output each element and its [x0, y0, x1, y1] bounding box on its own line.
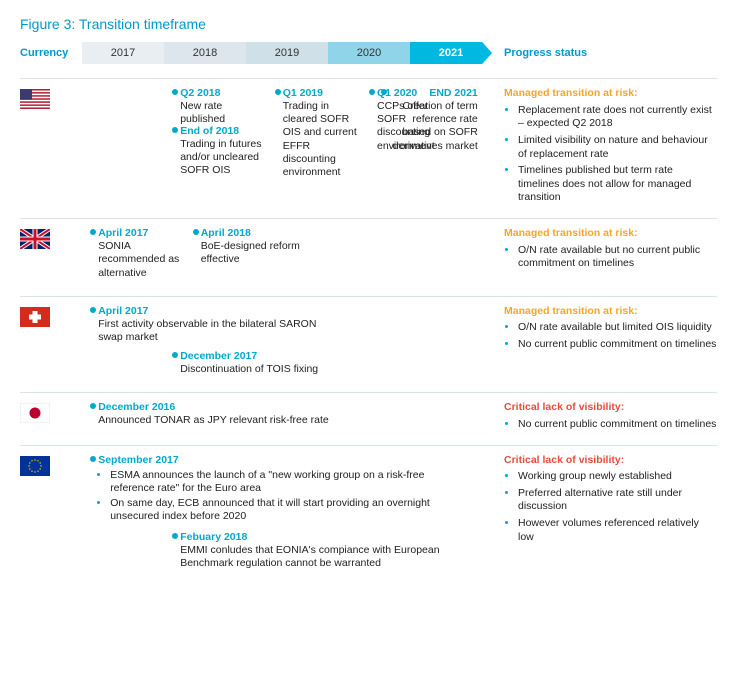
- year-2017: 2017: [82, 42, 164, 64]
- year-2018: 2018: [164, 42, 246, 64]
- event: END 2021Creation of term reference rate …: [381, 87, 484, 185]
- timeline-ch: April 2017First activity observable in t…: [82, 305, 492, 383]
- timeline-uk: April 2017SONIA recommended as alternati…: [82, 227, 492, 286]
- status-bullet: O/N rate available but no current public…: [518, 244, 717, 271]
- event: April 2017First activity observable in t…: [90, 305, 336, 350]
- status-uk: Managed transition at risk: O/N rate avai…: [504, 227, 717, 286]
- figure-title: Figure 3: Transition timeframe: [20, 16, 717, 32]
- flag-eu: [20, 454, 82, 577]
- year-2020: 2020: [328, 42, 410, 64]
- event-desc: SONIA recommended as alternative: [98, 240, 187, 279]
- status-bullet: No current public commitment on timeline…: [518, 338, 717, 352]
- event: End of 2018Trading in futures and/or unc…: [172, 125, 287, 185]
- status-bullet: However volumes referenced relatively lo…: [518, 517, 717, 544]
- status-bullet: Limited visibility on nature and behavio…: [518, 134, 717, 161]
- status-bullets: O/N rate available but no current public…: [504, 244, 717, 271]
- status-heading: Critical lack of visibility:: [504, 454, 717, 468]
- event-date: April 2017: [98, 227, 187, 240]
- event-date: September 2017: [98, 454, 461, 467]
- event-bullet: ESMA announces the launch of a "new work…: [110, 469, 461, 495]
- status-ch: Managed transition at risk: O/N rate avai…: [504, 305, 717, 383]
- status-bullets: No current public commitment on timeline…: [504, 418, 717, 432]
- status-heading: Critical lack of visibility:: [504, 401, 717, 415]
- status-eu: Critical lack of visibility: Working grou…: [504, 454, 717, 577]
- header-progress-label: Progress status: [504, 42, 587, 64]
- event-desc: First activity observable in the bilater…: [98, 318, 330, 344]
- event-date: April 2018: [201, 227, 310, 240]
- event-date: Q2 2018: [180, 87, 269, 100]
- event-date: Q1 2019: [283, 87, 363, 100]
- year-2021: 2021: [410, 42, 492, 64]
- event-desc: EMMI conludes that EONIA's compiance wit…: [180, 544, 461, 570]
- event-desc: Announced TONAR as JPY relevant risk-fre…: [98, 414, 330, 427]
- timeline-eu: September 2017 ESMA announces the launch …: [82, 454, 492, 577]
- timeline-us: Q2 2018New rate publishedQ1 2019Trading …: [82, 87, 492, 208]
- status-heading: Managed transition at risk:: [504, 227, 717, 241]
- row-uk: April 2017SONIA recommended as alternati…: [20, 218, 717, 296]
- flag-jp: [20, 401, 82, 434]
- header-years: 20172018201920202021: [82, 42, 492, 64]
- event-bullet: On same day, ECB announced that it will …: [110, 497, 461, 523]
- year-2019: 2019: [246, 42, 328, 64]
- status-bullets: Replacement rate does not currently exis…: [504, 104, 717, 205]
- event: December 2016Announced TONAR as JPY rele…: [90, 401, 336, 433]
- status-bullet: No current public commitment on timeline…: [518, 418, 717, 432]
- event-date: End of 2018: [180, 125, 281, 138]
- event-desc: Trading in futures and/or uncleared SOFR…: [180, 138, 281, 177]
- flag-us: [20, 87, 82, 208]
- status-bullets: Working group newly established Preferred…: [504, 470, 717, 544]
- status-bullet: Preferred alternative rate still under d…: [518, 487, 717, 514]
- event-date: December 2016: [98, 401, 330, 414]
- status-heading: Managed transition at risk:: [504, 87, 717, 101]
- row-ch: April 2017First activity observable in t…: [20, 296, 717, 393]
- event: Febuary 2018EMMI conludes that EONIA's c…: [172, 531, 467, 576]
- row-jp: December 2016Announced TONAR as JPY rele…: [20, 392, 717, 444]
- status-bullet: Replacement rate does not currently exis…: [518, 104, 717, 131]
- event: April 2018BoE-designed reform effective: [193, 227, 316, 286]
- event: Q1 2019Trading in cleared SOFR OIS and c…: [275, 87, 369, 185]
- flag-uk: [20, 227, 82, 286]
- header-currency-label: Currency: [20, 42, 82, 64]
- event-desc: New rate published: [180, 100, 269, 126]
- status-jp: Critical lack of visibility: No current p…: [504, 401, 717, 434]
- status-bullet: O/N rate available but limited OIS liqui…: [518, 321, 717, 335]
- event-desc: BoE-designed reform effective: [201, 240, 310, 266]
- status-heading: Managed transition at risk:: [504, 305, 717, 319]
- event: April 2017SONIA recommended as alternati…: [90, 227, 193, 286]
- status-bullet: Timelines published but term rate timeli…: [518, 164, 717, 205]
- event-date: December 2017: [180, 350, 412, 363]
- status-us: Managed transition at risk: Replacement r…: [504, 87, 717, 208]
- event: December 2017Discontinuation of TOIS fix…: [172, 350, 418, 382]
- event-desc: Discontinuation of TOIS fixing: [180, 363, 412, 376]
- event-desc: Trading in cleared SOFR OIS and current …: [283, 100, 363, 179]
- event-date: END 2021: [389, 87, 478, 100]
- event-date: April 2017: [98, 305, 330, 318]
- event-desc: Creation of term reference rate based on…: [389, 100, 478, 153]
- header-row: Currency 20172018201920202021 Progress s…: [20, 42, 717, 64]
- status-bullets: O/N rate available but limited OIS liqui…: [504, 321, 717, 351]
- event: September 2017 ESMA announces the launch …: [90, 454, 467, 532]
- flag-ch: [20, 305, 82, 383]
- row-eu: September 2017 ESMA announces the launch …: [20, 445, 717, 587]
- event-date: Febuary 2018: [180, 531, 461, 544]
- timeline-jp: December 2016Announced TONAR as JPY rele…: [82, 401, 492, 434]
- status-bullet: Working group newly established: [518, 470, 717, 484]
- event-bullets: ESMA announces the launch of a "new work…: [98, 469, 461, 524]
- row-us: Q2 2018New rate publishedQ1 2019Trading …: [20, 78, 717, 218]
